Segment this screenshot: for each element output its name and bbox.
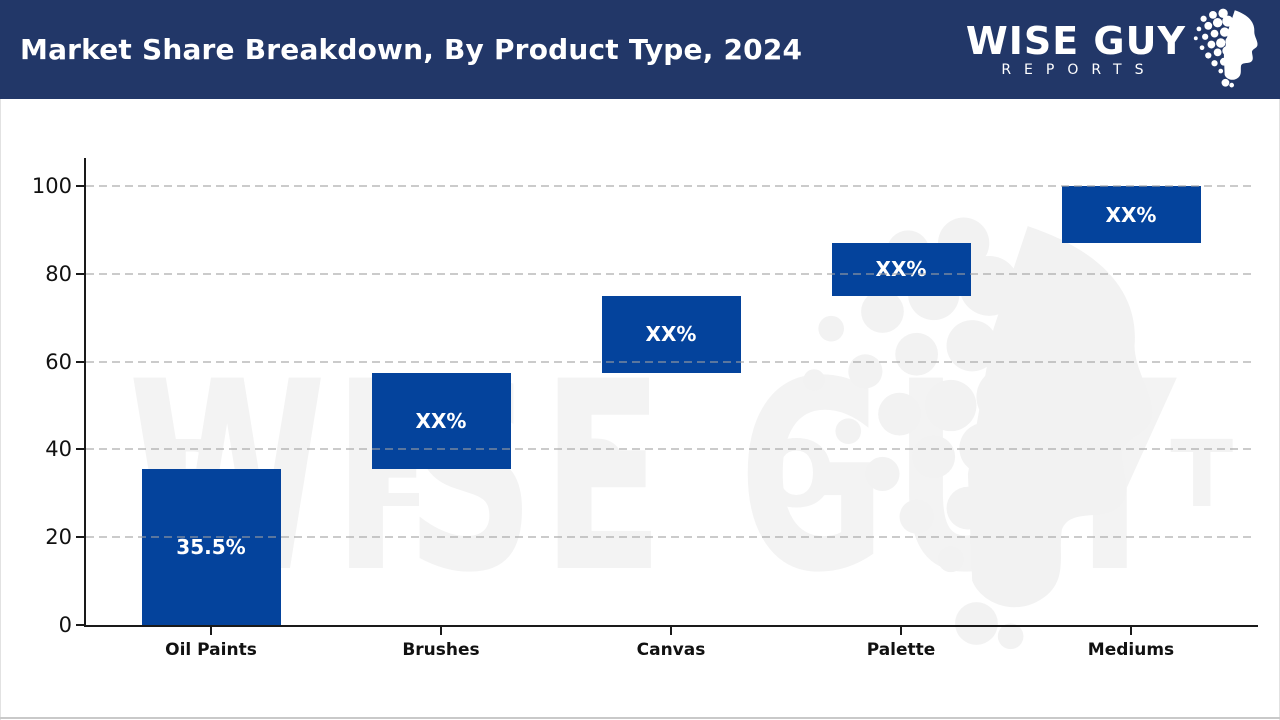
bar-value-label: XX% <box>1105 202 1157 227</box>
y-tick-label: 60 <box>45 349 72 374</box>
x-tick-mark <box>440 627 442 635</box>
watermark: WISE GUY R E P O R T S <box>0 99 1280 719</box>
x-category-label: Canvas <box>636 640 706 660</box>
x-category-label: Mediums <box>1087 640 1175 660</box>
bar-value-label: XX% <box>415 408 467 433</box>
wise-guy-logo: WISE GUY REPORTS <box>966 7 1270 93</box>
logo-wordmark: WISE GUY <box>965 19 1186 63</box>
bar-palette: XX% <box>831 243 971 296</box>
y-tick-label: 100 <box>31 174 72 198</box>
bar-value-label: XX% <box>645 322 697 347</box>
y-tick-mark <box>76 624 84 626</box>
logo-head-icon <box>1193 8 1258 87</box>
y-tick-mark <box>76 448 84 451</box>
y-tick-label: 80 <box>45 261 72 286</box>
x-tick-mark <box>670 627 672 635</box>
x-tick-mark <box>900 627 902 635</box>
gridline-80 <box>86 272 1256 275</box>
gridline-40 <box>86 448 1256 451</box>
x-category-label: Palette <box>866 640 936 660</box>
header-bar: Market Share Breakdown, By Product Type,… <box>0 0 1280 99</box>
x-tick-mark <box>210 627 212 635</box>
chart-title: Market Share Breakdown, By Product Type,… <box>20 33 803 66</box>
bar-oil-paints: 35.5% <box>141 469 281 625</box>
logo-text: WISE GUY REPORTS <box>966 22 1186 77</box>
x-category-label: Oil Paints <box>165 640 257 660</box>
x-tick-mark <box>1130 627 1132 635</box>
y-tick-mark <box>76 536 84 539</box>
x-category-label: Brushes <box>402 640 480 660</box>
bar-canvas: XX% <box>601 295 741 373</box>
y-tick-mark <box>76 185 84 187</box>
y-axis-spine <box>84 158 86 627</box>
bar-value-label: XX% <box>875 257 927 282</box>
bar-value-label: 35.5% <box>176 535 246 560</box>
y-tick-label: 40 <box>45 437 72 462</box>
y-tick-mark <box>76 272 84 275</box>
x-axis-spine <box>84 625 1258 627</box>
y-tick-mark <box>76 360 84 363</box>
bottom-divider <box>0 717 1280 719</box>
y-tick-label: 0 <box>58 613 72 637</box>
bar-mediums: XX% <box>1061 186 1201 244</box>
logo-subtext: REPORTS <box>1001 62 1157 78</box>
bar-brushes: XX% <box>371 372 511 470</box>
y-tick-label: 20 <box>45 525 72 550</box>
